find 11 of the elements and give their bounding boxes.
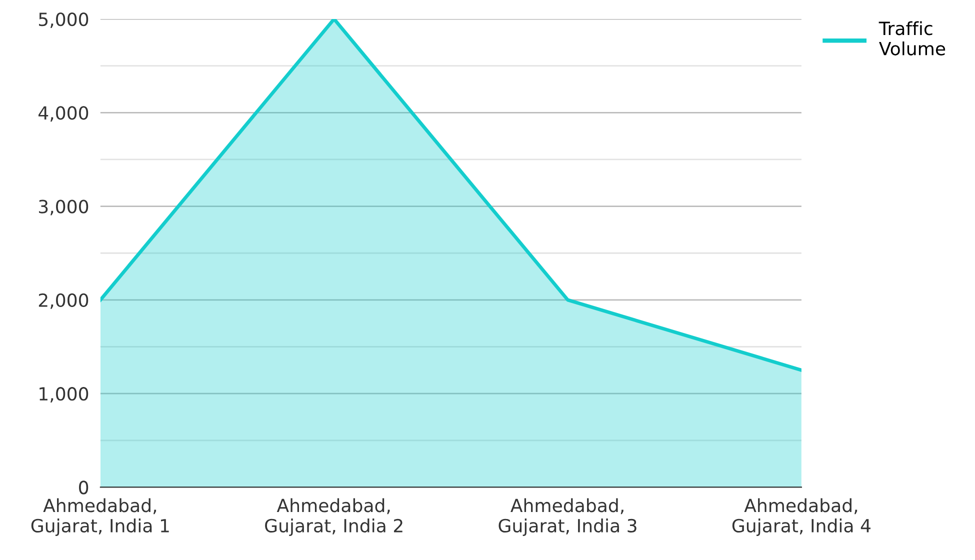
x-tick-label: Ahmedabad, Gujarat, India 1 [31, 498, 169, 536]
legend-label: Traffic Volume [878, 21, 946, 56]
y-tick-label: 0 [79, 480, 88, 494]
y-tick-label: 3,000 [39, 200, 88, 216]
x-tick-label: Ahmedabad, Gujarat, India 2 [265, 498, 402, 536]
y-tick-label: 5,000 [39, 12, 88, 28]
x-tick-label: Ahmedabad, Gujarat, India 3 [498, 498, 636, 536]
x-tick-label: Ahmedabad, Gujarat, India 4 [732, 498, 870, 536]
y-tick-label: 2,000 [38, 293, 88, 309]
y-tick-label: 4,000 [38, 106, 88, 122]
y-tick-label: 1,000 [40, 387, 88, 403]
